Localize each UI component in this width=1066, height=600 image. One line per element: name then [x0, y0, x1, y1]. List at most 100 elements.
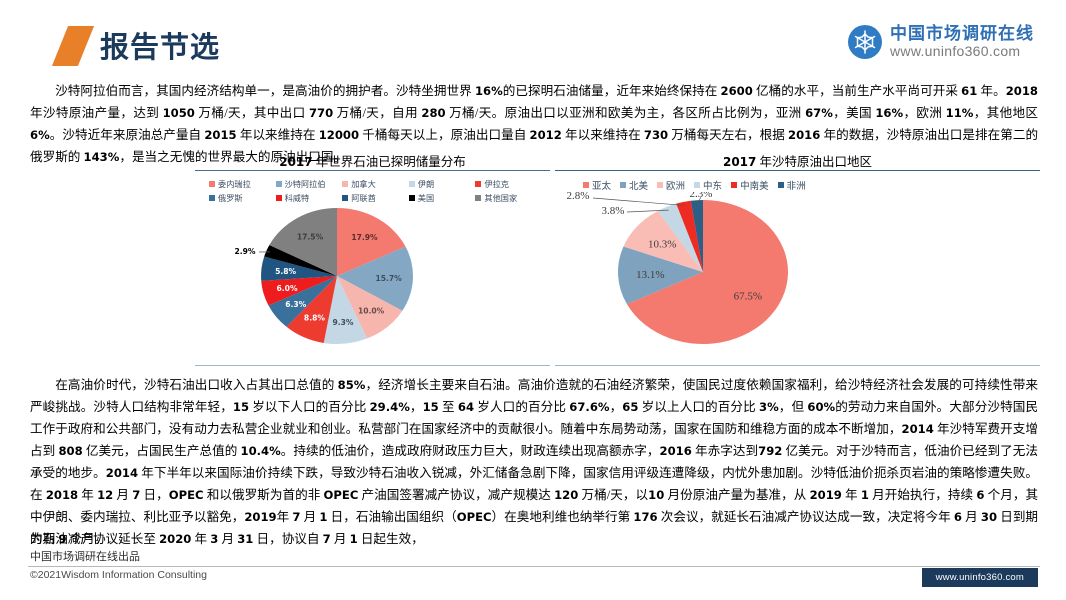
pie-slice — [269, 208, 337, 276]
pie-slice-label: 67.5% — [734, 290, 762, 302]
legend-label: 非洲 — [786, 181, 806, 192]
pie-slice-label: 10.0% — [358, 307, 385, 316]
pie-right-svg: 67.5% 13.1% 10.3% 3.8% 2.8% 2.3% — [567, 192, 788, 344]
legend-label: 伊拉克 — [484, 179, 509, 189]
legend-label: 美国 — [417, 193, 435, 203]
legend-item: 中东 — [694, 178, 722, 192]
chart-right-plot: 67.5% 13.1% 10.3% 3.8% 2.8% 2.3% — [555, 192, 1040, 352]
pie-slice-label: 9.3% — [332, 318, 353, 327]
legend-item: 委内瑞拉 — [209, 178, 276, 190]
chart-left-frame: 委内瑞拉 沙特阿拉伯 加拿大 伊朗 伊拉克 俄罗斯 科威特 阿联酋 美国 其他国… — [195, 170, 550, 366]
legend-item: 科威特 — [275, 192, 343, 204]
page-title: 报告节选 — [100, 30, 221, 64]
legend-item: 加拿大 — [342, 178, 409, 190]
legend-swatch — [275, 181, 282, 187]
legend-swatch — [657, 182, 664, 188]
legend-label: 俄罗斯 — [218, 193, 243, 203]
legend-label: 其他国家 — [484, 193, 518, 203]
legend-label: 加拿大 — [351, 179, 376, 189]
pie-slice-label: 8.8% — [304, 314, 325, 323]
brand-name-cn: 中国市场调研在线 — [890, 23, 1034, 44]
legend-label: 科威特 — [284, 193, 310, 203]
chart-saudi-export-regions: 2017 年沙特原油出口地区 亚太 北美 欧洲 中东 中南美 非洲 67.5% 1… — [555, 150, 1040, 370]
pie-slice-label: 3.8% — [602, 205, 625, 217]
legend-item: 其他国家 — [475, 192, 542, 204]
chart-right-title: 2017 年沙特原油出口地区 — [722, 155, 873, 169]
legend-item: 亚太 — [583, 178, 611, 192]
legend-item: 沙特阿拉伯 — [275, 178, 343, 190]
brand-website-url: www.uninfo360.com — [890, 42, 1021, 59]
legend-swatch — [408, 195, 415, 201]
legend-item: 俄罗斯 — [209, 192, 276, 204]
legend-label: 欧洲 — [666, 181, 686, 192]
legend-item: 非洲 — [777, 178, 806, 192]
pie-slice-label: 17.5% — [297, 233, 324, 242]
legend-swatch — [408, 181, 415, 187]
legend-swatch — [620, 182, 627, 188]
pie-slice-label: 10.3% — [648, 239, 676, 251]
pie-slice-label: 2.8% — [567, 192, 590, 202]
legend-swatch — [777, 182, 784, 188]
page-header: 报告节选 中国市场调研在线 www.uninfo360.com — [0, 0, 1066, 76]
legend-swatch — [475, 181, 482, 187]
legend-label: 中东 — [703, 181, 723, 192]
legend-label: 北美 — [629, 181, 649, 192]
pie-slice-label: 2.3% — [690, 192, 713, 200]
pie-slice-label: 6.3% — [285, 300, 306, 309]
pie-slice-label: 17.9% — [351, 233, 378, 242]
pie-slice — [337, 246, 413, 311]
legend-label: 伊朗 — [417, 179, 435, 189]
pie-slice-label: 13.1% — [636, 269, 664, 281]
chart-left-legend: 委内瑞拉 沙特阿拉伯 加拿大 伊朗 伊拉克 俄罗斯 科威特 阿联酋 美国 其他国… — [195, 171, 550, 204]
legend-item: 伊拉克 — [475, 178, 542, 190]
pie-slice — [657, 203, 703, 272]
legend-swatch — [209, 195, 215, 201]
legend-item: 美国 — [408, 192, 476, 204]
pie-slice — [626, 200, 788, 344]
pie-slice — [323, 276, 368, 344]
pie-slice — [268, 276, 337, 327]
pie-slice — [337, 276, 403, 339]
pie-slice — [618, 246, 703, 305]
pie-slice-label: 15.7% — [375, 274, 402, 283]
legend-label: 中南美 — [740, 181, 769, 192]
pie-slice — [690, 200, 703, 272]
legend-item: 伊朗 — [408, 178, 476, 190]
pie-slice — [286, 276, 337, 343]
legend-swatch — [275, 195, 282, 201]
charts-row: 2017 年世界石油已探明储量分布 委内瑞拉 沙特阿拉伯 加拿大 伊朗 伊拉克 … — [195, 150, 1040, 370]
pie-slice — [264, 244, 337, 276]
pie-slice — [676, 200, 703, 272]
pie-slice — [261, 256, 337, 281]
analysis-paragraph: 在高油价时代，沙特石油出口收入占其出口总值的 85%，经济增长主要来自石油。高油… — [30, 378, 1039, 546]
legend-swatch — [694, 182, 701, 188]
legend-swatch — [342, 195, 349, 201]
legend-swatch — [583, 182, 589, 188]
leader-line — [626, 209, 669, 213]
legend-label: 委内瑞拉 — [218, 179, 251, 189]
legend-item: 阿联酋 — [342, 192, 409, 204]
pie-slice — [623, 211, 703, 272]
legend-swatch — [342, 181, 349, 187]
accent-slash-icon — [51, 26, 95, 66]
legend-item: 欧洲 — [657, 178, 685, 192]
snowflake-logo-icon — [848, 25, 882, 59]
legend-label: 沙特阿拉伯 — [284, 179, 326, 189]
footer-divider — [28, 566, 1040, 567]
footer-credit: 中国市场调研在线出品 — [30, 550, 140, 563]
chart-world-oil-reserves: 2017 年世界石油已探明储量分布 委内瑞拉 沙特阿拉伯 加拿大 伊朗 伊拉克 … — [195, 150, 550, 370]
pie-slice-label: 6.0% — [277, 284, 298, 293]
chart-right-frame: 亚太 北美 欧洲 中东 中南美 非洲 67.5% 13.1% 10.3% 3.8% 2.… — [555, 170, 1040, 366]
brand-logo[interactable]: 中国市场调研在线 www.uninfo360.com — [848, 25, 1034, 59]
chart-left-title: 2017 年世界石油已探明储量分布 — [279, 155, 466, 169]
legend-swatch — [731, 182, 738, 188]
legend-swatch — [209, 181, 215, 187]
legend-item: 中南美 — [731, 178, 769, 192]
legend-item: 北美 — [620, 178, 648, 192]
legend-label: 阿联酋 — [351, 193, 376, 203]
pie-slice — [261, 276, 337, 306]
chart-right-legend: 亚太 北美 欧洲 中东 中南美 非洲 — [555, 171, 1040, 192]
pie-slice-label: 5.8% — [275, 267, 296, 276]
pie-slice — [337, 208, 406, 276]
